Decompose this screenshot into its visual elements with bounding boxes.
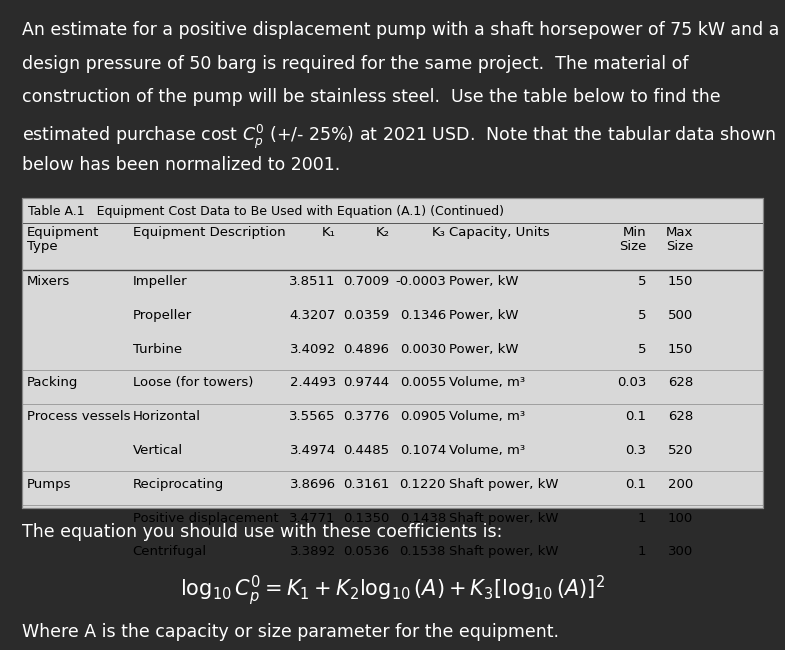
Text: 0.03: 0.03 xyxy=(617,376,646,389)
Text: Shaft power, kW: Shaft power, kW xyxy=(449,478,558,491)
Text: 3.4974: 3.4974 xyxy=(290,444,336,457)
Text: 300: 300 xyxy=(668,545,693,558)
Text: Equipment
Type: Equipment Type xyxy=(27,226,99,254)
Text: 2.4493: 2.4493 xyxy=(290,376,336,389)
Text: 3.3892: 3.3892 xyxy=(290,545,336,558)
Text: Turbine: Turbine xyxy=(133,343,182,356)
Text: 3.4771: 3.4771 xyxy=(290,512,336,525)
Text: K₁: K₁ xyxy=(322,226,336,239)
Text: 4.3207: 4.3207 xyxy=(290,309,336,322)
Text: 0.1538: 0.1538 xyxy=(400,545,446,558)
Text: Loose (for towers): Loose (for towers) xyxy=(133,376,253,389)
Text: 500: 500 xyxy=(668,309,693,322)
Text: 0.0536: 0.0536 xyxy=(343,545,389,558)
Text: Centrifugal: Centrifugal xyxy=(133,545,206,558)
Text: 0.4896: 0.4896 xyxy=(343,343,389,356)
Text: 1: 1 xyxy=(637,545,646,558)
Text: Max
Size: Max Size xyxy=(666,226,693,254)
Text: Mixers: Mixers xyxy=(27,275,70,288)
Text: 3.8511: 3.8511 xyxy=(290,275,336,288)
Text: An estimate for a positive displacement pump with a shaft horsepower of 75 kW an: An estimate for a positive displacement … xyxy=(22,21,780,39)
Text: Power, kW: Power, kW xyxy=(449,309,519,322)
Text: Power, kW: Power, kW xyxy=(449,343,519,356)
Text: estimated purchase cost $C_p^0$ (+/- 25%) at 2021 USD.  Note that the tabular da: estimated purchase cost $C_p^0$ (+/- 25%… xyxy=(22,122,776,151)
Text: 0.1438: 0.1438 xyxy=(400,512,446,525)
Text: 0.0030: 0.0030 xyxy=(400,343,446,356)
FancyBboxPatch shape xyxy=(22,198,763,508)
Text: Shaft power, kW: Shaft power, kW xyxy=(449,545,558,558)
Text: Propeller: Propeller xyxy=(133,309,192,322)
Text: 3.8696: 3.8696 xyxy=(290,478,336,491)
Text: 0.3776: 0.3776 xyxy=(343,410,389,423)
Text: 520: 520 xyxy=(668,444,693,457)
Text: Volume, m³: Volume, m³ xyxy=(449,376,525,389)
Text: Pumps: Pumps xyxy=(27,478,71,491)
Text: Where A is the capacity or size parameter for the equipment.: Where A is the capacity or size paramete… xyxy=(22,623,559,641)
Text: Packing: Packing xyxy=(27,376,78,389)
Text: K₃: K₃ xyxy=(432,226,446,239)
Text: 0.7009: 0.7009 xyxy=(343,275,389,288)
Text: 0.0905: 0.0905 xyxy=(400,410,446,423)
Text: 150: 150 xyxy=(668,275,693,288)
Text: 0.0055: 0.0055 xyxy=(400,376,446,389)
Text: 1: 1 xyxy=(637,512,646,525)
Text: 5: 5 xyxy=(637,343,646,356)
Text: Positive displacement: Positive displacement xyxy=(133,512,279,525)
Text: 0.1074: 0.1074 xyxy=(400,444,446,457)
Text: below has been normalized to 2001.: below has been normalized to 2001. xyxy=(22,156,340,174)
Text: The equation you should use with these coefficients is:: The equation you should use with these c… xyxy=(22,523,502,541)
Text: construction of the pump will be stainless steel.  Use the table below to find t: construction of the pump will be stainle… xyxy=(22,88,721,107)
Text: 5: 5 xyxy=(637,309,646,322)
Text: 0.0359: 0.0359 xyxy=(343,309,389,322)
Text: 100: 100 xyxy=(668,512,693,525)
Text: 0.1: 0.1 xyxy=(625,478,646,491)
Text: 200: 200 xyxy=(668,478,693,491)
Text: Equipment Description: Equipment Description xyxy=(133,226,285,239)
Text: Power, kW: Power, kW xyxy=(449,275,519,288)
Text: 3.5565: 3.5565 xyxy=(290,410,336,423)
Text: 150: 150 xyxy=(668,343,693,356)
Text: 0.3161: 0.3161 xyxy=(343,478,389,491)
Text: 3.4092: 3.4092 xyxy=(290,343,336,356)
Text: 628: 628 xyxy=(668,410,693,423)
Text: Shaft power, kW: Shaft power, kW xyxy=(449,512,558,525)
Text: 0.9744: 0.9744 xyxy=(343,376,389,389)
Text: Vertical: Vertical xyxy=(133,444,183,457)
Text: K₂: K₂ xyxy=(375,226,389,239)
Text: Volume, m³: Volume, m³ xyxy=(449,410,525,423)
Text: 5: 5 xyxy=(637,275,646,288)
Text: 0.1220: 0.1220 xyxy=(400,478,446,491)
Text: design pressure of 50 barg is required for the same project.  The material of: design pressure of 50 barg is required f… xyxy=(22,55,688,73)
Text: Impeller: Impeller xyxy=(133,275,188,288)
Text: -0.0003: -0.0003 xyxy=(395,275,446,288)
Text: Min
Size: Min Size xyxy=(619,226,646,254)
Text: $\log_{10}C_p^0 = K_1 + K_2\log_{10}(A) + K_3[\log_{10}(A)]^2$: $\log_{10}C_p^0 = K_1 + K_2\log_{10}(A) … xyxy=(180,573,605,608)
Text: 0.1350: 0.1350 xyxy=(343,512,389,525)
Text: 0.3: 0.3 xyxy=(625,444,646,457)
Text: Reciprocating: Reciprocating xyxy=(133,478,224,491)
Text: 0.1346: 0.1346 xyxy=(400,309,446,322)
Text: Horizontal: Horizontal xyxy=(133,410,201,423)
Text: Capacity, Units: Capacity, Units xyxy=(449,226,550,239)
Text: Table A.1   Equipment Cost Data to Be Used with Equation (A.1) (Continued): Table A.1 Equipment Cost Data to Be Used… xyxy=(28,205,504,218)
Text: Volume, m³: Volume, m³ xyxy=(449,444,525,457)
Text: 0.4485: 0.4485 xyxy=(343,444,389,457)
Text: 628: 628 xyxy=(668,376,693,389)
Text: Process vessels: Process vessels xyxy=(27,410,130,423)
Text: 0.1: 0.1 xyxy=(625,410,646,423)
